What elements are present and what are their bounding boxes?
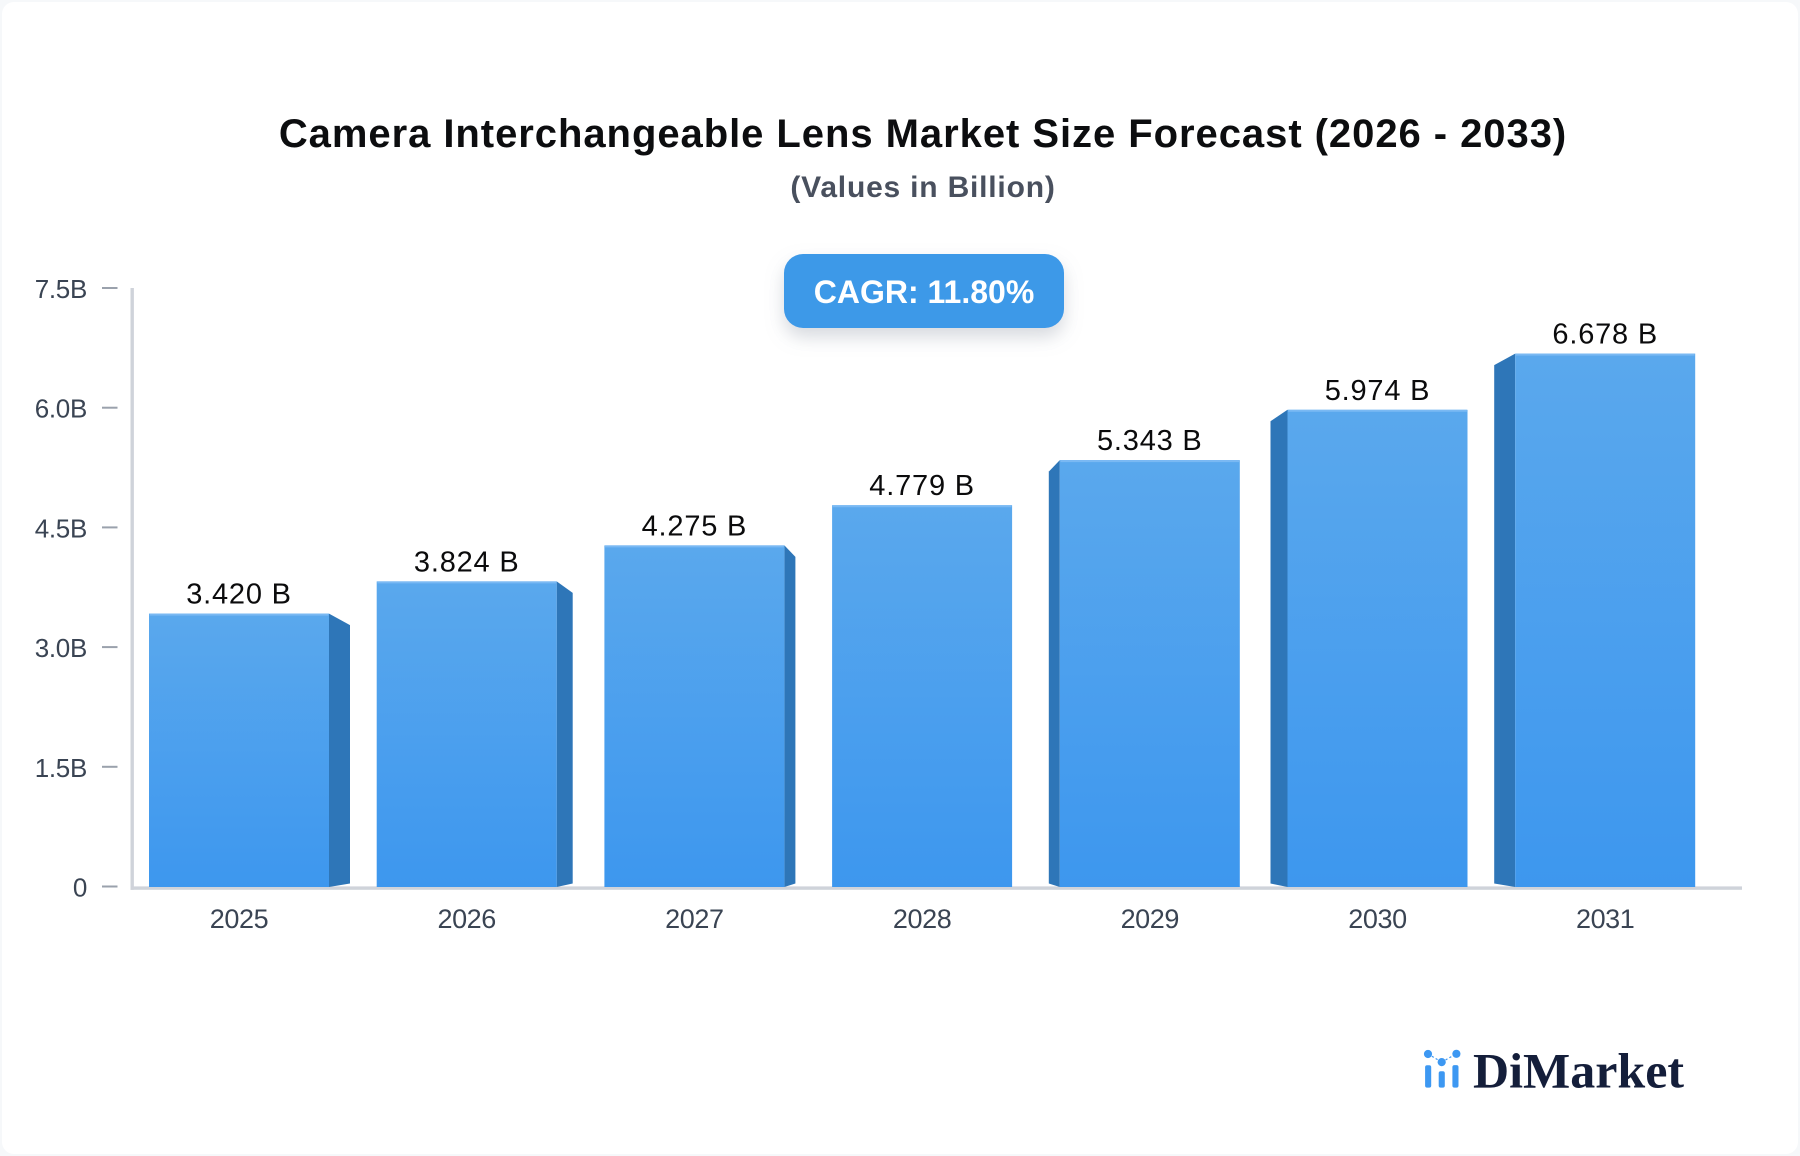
svg-text:2029: 2029 bbox=[1121, 904, 1179, 934]
svg-text:DiMarket: DiMarket bbox=[1473, 1043, 1684, 1099]
svg-text:CAGR: 11.80%: CAGR: 11.80% bbox=[814, 274, 1035, 310]
svg-text:4.275 B: 4.275 B bbox=[642, 510, 748, 542]
svg-text:5.343 B: 5.343 B bbox=[1097, 425, 1203, 457]
svg-text:1.5B: 1.5B bbox=[35, 753, 87, 783]
svg-text:3.0B: 3.0B bbox=[35, 633, 87, 663]
svg-text:4.5B: 4.5B bbox=[35, 513, 87, 543]
svg-text:6.0B: 6.0B bbox=[35, 394, 87, 424]
svg-text:(Values in Billion): (Values in Billion) bbox=[790, 171, 1055, 204]
svg-text:7.5B: 7.5B bbox=[35, 274, 87, 304]
svg-text:2027: 2027 bbox=[665, 904, 723, 934]
svg-text:3.824 B: 3.824 B bbox=[414, 546, 520, 578]
svg-text:4.779 B: 4.779 B bbox=[869, 470, 975, 502]
svg-text:6.678 B: 6.678 B bbox=[1552, 319, 1658, 351]
svg-text:0: 0 bbox=[73, 873, 87, 903]
svg-text:Camera Interchangeable Lens Ma: Camera Interchangeable Lens Market Size … bbox=[279, 112, 1567, 156]
svg-text:3.420 B: 3.420 B bbox=[186, 579, 292, 611]
svg-text:5.974 B: 5.974 B bbox=[1325, 375, 1431, 407]
svg-text:2031: 2031 bbox=[1576, 904, 1634, 934]
svg-text:2028: 2028 bbox=[893, 904, 951, 934]
svg-text:2025: 2025 bbox=[210, 904, 268, 934]
svg-text:2030: 2030 bbox=[1348, 904, 1406, 934]
svg-text:2026: 2026 bbox=[437, 904, 495, 934]
